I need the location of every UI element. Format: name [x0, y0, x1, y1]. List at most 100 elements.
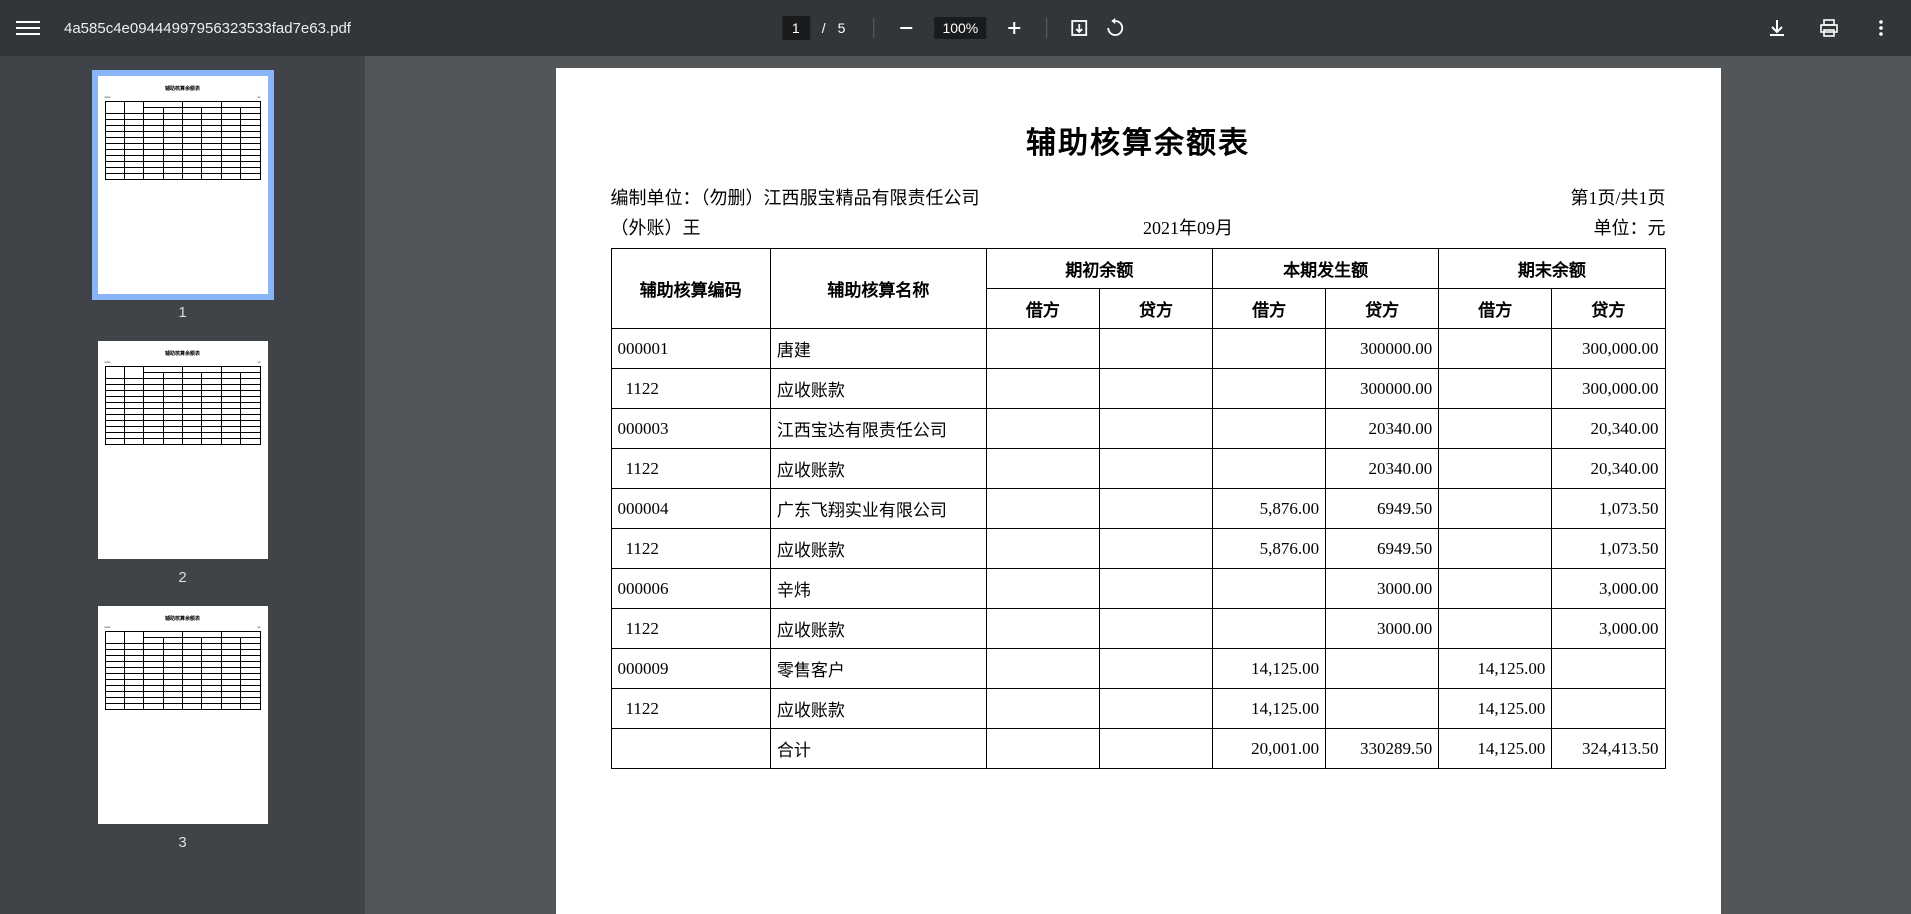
cell-closing-debit: [1439, 369, 1552, 409]
cell-closing-debit: [1439, 489, 1552, 529]
cell-period-credit: 330289.50: [1326, 729, 1439, 769]
page-separator: /: [818, 20, 830, 36]
cell-opening-credit: [1099, 569, 1212, 609]
page-info: 第1页/共1页: [1570, 184, 1665, 210]
main-area: 辅助核算余额表xxxxxx1辅助核算余额表xxxxxx2辅助核算余额表xxxxx…: [0, 56, 1911, 914]
cell-opening-debit: [986, 569, 1099, 609]
table-row: 1122应收账款3000.003,000.00: [611, 609, 1665, 649]
table-row: 1122应收账款300000.00300,000.00: [611, 369, 1665, 409]
company-line: 编制单位：（勿删）江西服宝精品有限责任公司: [611, 184, 980, 210]
cell-opening-credit: [1099, 649, 1212, 689]
document-header-row1: 编制单位：（勿删）江西服宝精品有限责任公司 第1页/共1页: [611, 184, 1666, 210]
rotate-button[interactable]: [1101, 14, 1129, 42]
cell-opening-debit: [986, 369, 1099, 409]
cell-period-debit: [1213, 449, 1326, 489]
cell-closing-debit: [1439, 529, 1552, 569]
cell-period-debit: 14,125.00: [1213, 649, 1326, 689]
thumbnail-container: 辅助核算余额表xxxxxx 1: [98, 76, 268, 321]
cell-name: 合计: [770, 729, 986, 769]
cell-opening-credit: [1099, 729, 1212, 769]
balance-table: 辅助核算编码 辅助核算名称 期初余额 本期发生额 期末余额 借方 贷方 借方 贷…: [611, 248, 1666, 769]
cell-code: [611, 729, 770, 769]
table-row: 1122应收账款5,876.006949.501,073.50: [611, 529, 1665, 569]
toolbar-right: [1763, 14, 1895, 42]
cell-opening-debit: [986, 689, 1099, 729]
cell-period-credit: 3000.00: [1326, 609, 1439, 649]
cell-opening-credit: [1099, 409, 1212, 449]
cell-period-debit: [1213, 609, 1326, 649]
cell-period-credit: 6949.50: [1326, 489, 1439, 529]
cell-period-credit: 20340.00: [1326, 449, 1439, 489]
cell-code: 1122: [611, 369, 770, 409]
thumbnail[interactable]: 辅助核算余额表xxxxxx: [98, 341, 268, 559]
cell-name: 辛炜: [770, 569, 986, 609]
cell-closing-credit: [1552, 649, 1665, 689]
menu-button[interactable]: [16, 16, 40, 40]
fit-page-button[interactable]: [1065, 14, 1093, 42]
cell-code: 1122: [611, 529, 770, 569]
cell-name: 应收账款: [770, 689, 986, 729]
cell-closing-credit: 1,073.50: [1552, 529, 1665, 569]
header-code: 辅助核算编码: [611, 249, 770, 329]
pdf-page: 辅助核算余额表 编制单位：（勿删）江西服宝精品有限责任公司 第1页/共1页 （外…: [556, 68, 1721, 914]
table-row: 1122应收账款20340.0020,340.00: [611, 449, 1665, 489]
cell-period-debit: [1213, 409, 1326, 449]
cell-closing-credit: 300,000.00: [1552, 329, 1665, 369]
cell-period-credit: 300000.00: [1326, 369, 1439, 409]
divider: [873, 18, 874, 38]
cell-opening-debit: [986, 409, 1099, 449]
cell-period-debit: [1213, 369, 1326, 409]
download-button[interactable]: [1763, 14, 1791, 42]
page-number-input[interactable]: [782, 16, 810, 40]
thumbnail-number: 3: [178, 834, 186, 851]
thumbnail-number: 2: [178, 569, 186, 586]
cell-closing-debit: 14,125.00: [1439, 649, 1552, 689]
header-period-debit: 借方: [1213, 289, 1326, 329]
cell-opening-credit: [1099, 329, 1212, 369]
cell-closing-debit: [1439, 609, 1552, 649]
cell-closing-debit: 14,125.00: [1439, 729, 1552, 769]
thumbnail-container: 辅助核算余额表xxxxxx 2: [98, 341, 268, 586]
table-row: 000004广东飞翔实业有限公司5,876.006949.501,073.50: [611, 489, 1665, 529]
cell-name: 江西宝达有限责任公司: [770, 409, 986, 449]
header-closing-credit: 贷方: [1552, 289, 1665, 329]
header-name: 辅助核算名称: [770, 249, 986, 329]
zoom-in-button[interactable]: [1000, 14, 1028, 42]
more-button[interactable]: [1867, 14, 1895, 42]
divider: [1046, 18, 1047, 38]
thumbnail-number: 1: [178, 304, 186, 321]
period-label: 2021年09月: [911, 214, 1466, 240]
table-row: 1122应收账款14,125.0014,125.00: [611, 689, 1665, 729]
cell-closing-credit: 324,413.50: [1552, 729, 1665, 769]
cell-opening-credit: [1099, 529, 1212, 569]
document-viewport[interactable]: 辅助核算余额表 编制单位：（勿删）江西服宝精品有限责任公司 第1页/共1页 （外…: [365, 56, 1911, 914]
cell-opening-debit: [986, 729, 1099, 769]
cell-closing-credit: 3,000.00: [1552, 569, 1665, 609]
cell-closing-credit: 300,000.00: [1552, 369, 1665, 409]
table-row: 合计20,001.00330289.5014,125.00324,413.50: [611, 729, 1665, 769]
print-button[interactable]: [1815, 14, 1843, 42]
cell-opening-credit: [1099, 369, 1212, 409]
cell-name: 零售客户: [770, 649, 986, 689]
thumbnail[interactable]: 辅助核算余额表xxxxxx: [98, 76, 268, 294]
zoom-level[interactable]: 100%: [934, 17, 986, 39]
table-row: 000001唐建300000.00300,000.00: [611, 329, 1665, 369]
cell-period-credit: [1326, 689, 1439, 729]
cell-period-credit: [1326, 649, 1439, 689]
cell-opening-debit: [986, 489, 1099, 529]
cell-closing-credit: [1552, 689, 1665, 729]
thumbnails-sidebar[interactable]: 辅助核算余额表xxxxxx1辅助核算余额表xxxxxx2辅助核算余额表xxxxx…: [0, 56, 365, 914]
filename-label: 4a585c4e09444997956323533fad7e63.pdf: [64, 20, 351, 37]
zoom-out-button[interactable]: [892, 14, 920, 42]
header-closing-debit: 借方: [1439, 289, 1552, 329]
cell-period-credit: 3000.00: [1326, 569, 1439, 609]
table-row: 000003江西宝达有限责任公司20340.0020,340.00: [611, 409, 1665, 449]
cell-closing-credit: 20,340.00: [1552, 409, 1665, 449]
cell-period-credit: 20340.00: [1326, 409, 1439, 449]
cell-opening-credit: [1099, 609, 1212, 649]
table-row: 000009零售客户14,125.0014,125.00: [611, 649, 1665, 689]
cell-period-debit: [1213, 569, 1326, 609]
cell-period-debit: 14,125.00: [1213, 689, 1326, 729]
thumbnail[interactable]: 辅助核算余额表xxxxxx: [98, 606, 268, 824]
cell-opening-debit: [986, 449, 1099, 489]
